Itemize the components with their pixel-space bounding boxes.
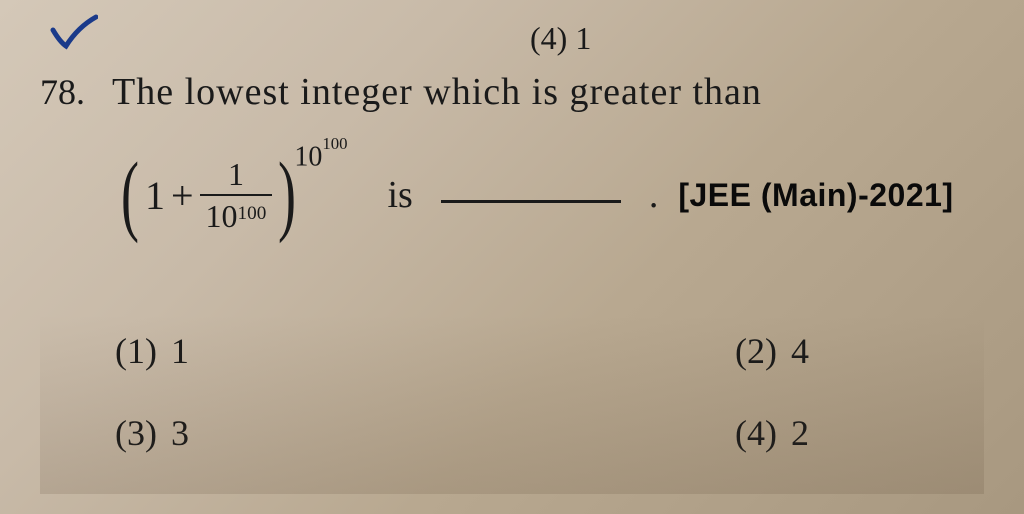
term-one: 1 — [145, 172, 165, 219]
outer-exponent: 10100 — [294, 140, 347, 173]
page-container: (4) 1 78. The lowest integer which is gr… — [40, 20, 984, 494]
checkmark-icon — [48, 12, 98, 52]
previous-option-4: (4) 1 — [530, 20, 591, 57]
option-3-value: 3 — [171, 412, 189, 454]
option-2[interactable]: (2) 4 — [735, 330, 935, 372]
plus-sign: + — [171, 172, 194, 219]
math-expression: ( 1 + 1 10 100 ) 10100 — [115, 150, 355, 240]
option-1[interactable]: (1) 1 — [115, 330, 315, 372]
inner-expression: 1 + 1 10 100 — [145, 158, 272, 232]
outer-exp-base: 10 — [294, 142, 322, 173]
fraction-denominator: 10 100 — [200, 194, 273, 232]
prev-option-value: 1 — [575, 20, 591, 56]
option-4-label: (4) — [735, 412, 777, 454]
option-2-value: 4 — [791, 330, 809, 372]
option-2-label: (2) — [735, 330, 777, 372]
question-text: The lowest integer which is greater than — [112, 70, 762, 114]
den-base: 10 — [206, 200, 238, 232]
option-3[interactable]: (3) 3 — [115, 412, 315, 454]
blank-period: . — [649, 173, 659, 217]
option-4[interactable]: (4) 2 — [735, 412, 935, 454]
den-exponent: 100 — [238, 204, 267, 223]
option-4-value: 2 — [791, 412, 809, 454]
option-row-2: (3) 3 (4) 2 — [115, 412, 935, 454]
fraction-numerator: 1 — [222, 158, 250, 194]
answer-blank — [441, 200, 621, 203]
option-1-label: (1) — [115, 330, 157, 372]
options-container: (1) 1 (2) 4 (3) 3 (4) 2 — [115, 330, 935, 494]
option-3-label: (3) — [115, 412, 157, 454]
is-text: is — [387, 173, 412, 217]
left-paren: ( — [121, 150, 139, 240]
question-number: 78. — [40, 71, 100, 113]
prev-option-label: (4) — [530, 20, 567, 56]
option-1-value: 1 — [171, 330, 189, 372]
question-header: 78. The lowest integer which is greater … — [40, 70, 762, 114]
formula-row: ( 1 + 1 10 100 ) 10100 is . [JEE (Main)-… — [115, 150, 954, 240]
fraction: 1 10 100 — [200, 158, 273, 232]
source-tag: [JEE (Main)-2021] — [678, 177, 953, 214]
outer-exp-exp: 100 — [322, 134, 347, 153]
option-row-1: (1) 1 (2) 4 — [115, 330, 935, 372]
